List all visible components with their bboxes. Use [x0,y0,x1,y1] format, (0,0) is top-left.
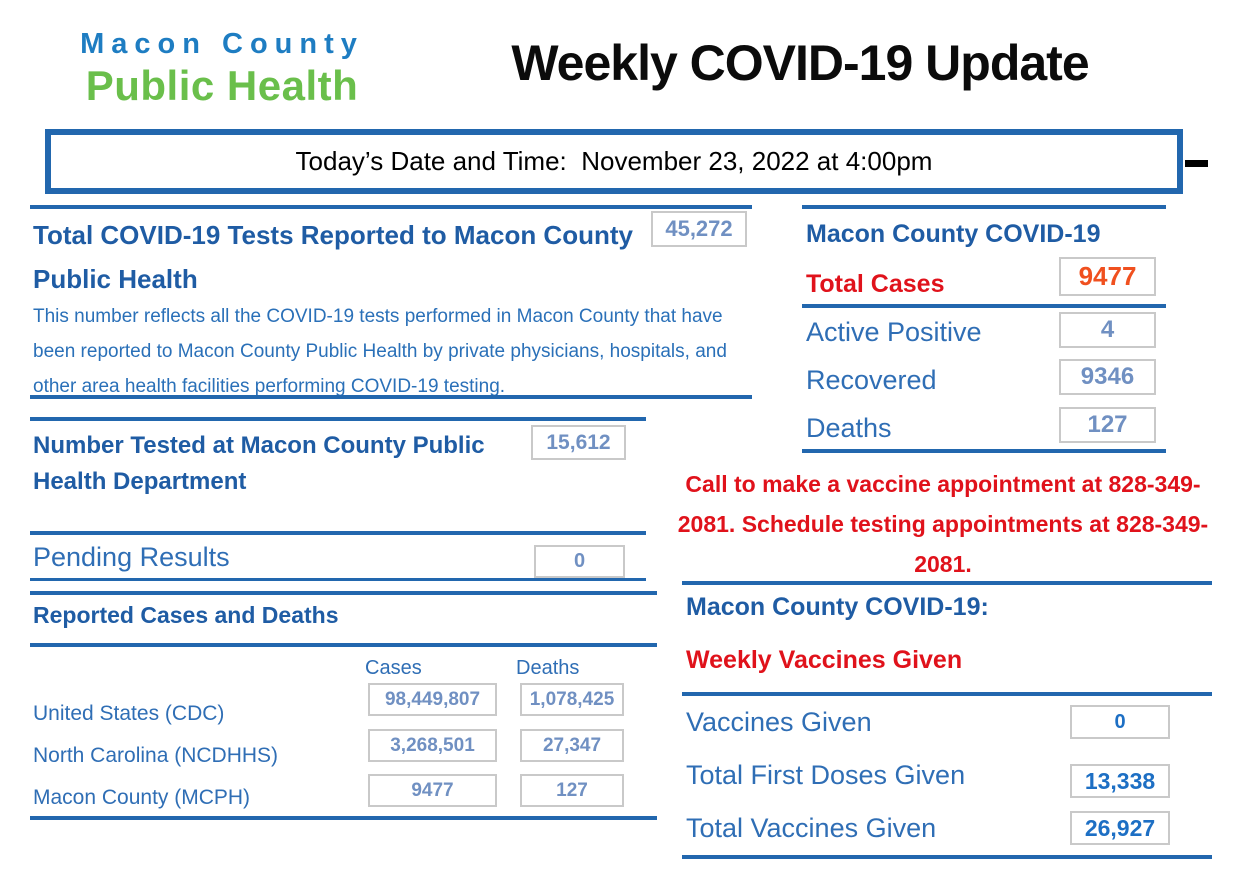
logo-line1: Macon County [80,28,364,60]
vaccines-given-value: 0 [1070,705,1170,739]
row-label-north-carolina: North Carolina (NCDHHS) [33,744,279,767]
total-tests-description: This number reflects all the COVID-19 te… [33,306,727,397]
active-positive-value: 4 [1059,312,1156,348]
divider-line [30,417,646,421]
logo-line2: Public Health [85,62,359,109]
divider-line [30,643,657,647]
divider-line [682,855,1212,859]
divider-line [30,531,646,535]
total-vaccines-label: Total Vaccines Given [686,813,937,843]
page-title: Weekly COVID-19 Update [511,35,1089,91]
deaths-label: Deaths [806,413,892,443]
deaths-column-header: Deaths [516,657,580,679]
row-label-united-states: United States (CDC) [33,702,225,725]
divider-line [802,304,1166,308]
divider-line [30,395,752,399]
number-tested-heading: Number Tested at Macon County Public Hea… [33,428,485,500]
divider-line [802,449,1166,453]
divider-line [30,578,646,581]
number-tested-value: 15,612 [531,425,626,460]
cases-column-header: Cases [365,657,422,679]
weekly-vaccines-subheading: Weekly Vaccines Given [686,646,963,674]
nc-cases-value: 3,268,501 [368,729,497,762]
macon-cases-value: 9477 [368,774,497,807]
divider-line [802,205,1166,209]
total-tests-heading-line2: Public Health [33,264,198,294]
active-positive-label: Active Positive [806,317,982,347]
us-deaths-value: 1,078,425 [520,683,624,716]
nc-deaths-value: 27,347 [520,729,624,762]
recovered-label: Recovered [806,365,937,395]
total-tests-heading: Total COVID-19 Tests Reported to Macon C… [33,213,633,301]
divider-line [30,591,657,595]
total-tests-value: 45,272 [651,211,747,247]
divider-line [682,581,1212,585]
number-tested-heading-line2: Health Department [33,468,247,495]
total-vaccines-value: 26,927 [1070,811,1170,845]
total-tests-heading-line1: Total COVID-19 Tests Reported to Macon C… [33,220,633,250]
appointment-call-text: Call to make a vaccine appointment at 82… [677,471,1209,577]
macon-county-logo: Macon County Public Health [57,28,387,110]
pending-results-value: 0 [534,545,625,578]
divider-line [682,692,1212,696]
total-cases-label: Total Cases [806,270,945,298]
date-text: Today’s Date and Time: November 23, 2022… [295,146,933,176]
vaccines-given-label: Vaccines Given [686,707,872,737]
first-doses-label: Total First Doses Given [686,760,966,790]
date-banner: Today’s Date and Time: November 23, 2022… [45,129,1183,194]
number-tested-heading-line1: Number Tested at Macon County Public [33,432,485,459]
recovered-value: 9346 [1059,359,1156,395]
total-cases-value: 9477 [1059,257,1156,296]
divider-line [30,816,657,820]
deaths-value: 127 [1059,407,1156,443]
row-label-macon-county: Macon County (MCPH) [33,786,251,809]
first-doses-value: 13,338 [1070,764,1170,798]
macon-deaths-value: 127 [520,774,624,807]
pending-results-label: Pending Results [33,542,230,572]
divider-line [30,205,752,209]
vaccines-section-heading: Macon County COVID-19: [686,593,989,621]
county-covid-heading: Macon County COVID-19 [806,220,1101,248]
reported-cases-heading: Reported Cases and Deaths [33,602,339,628]
dash-mark [1185,160,1208,167]
us-cases-value: 98,449,807 [368,683,497,716]
